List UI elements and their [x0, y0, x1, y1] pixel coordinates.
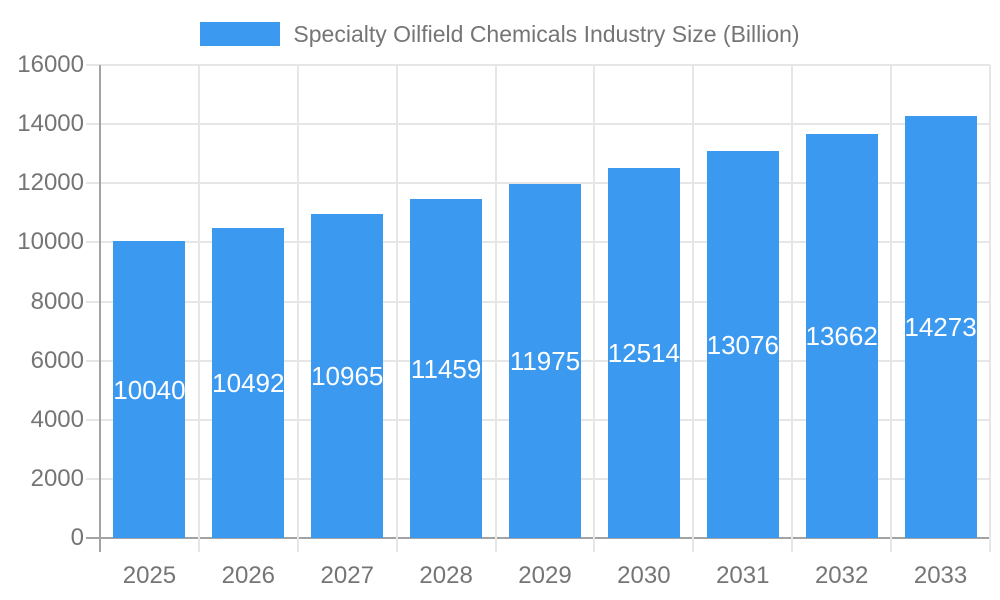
x-gridline: [989, 65, 991, 538]
x-tick-mark: [692, 538, 695, 552]
x-gridline: [494, 65, 497, 538]
x-axis-line: [86, 537, 990, 539]
bar-value-label: 13076: [706, 329, 779, 360]
y-tick-label: 16000: [17, 51, 84, 78]
bar-2030: [607, 168, 680, 538]
x-tick-mark: [395, 538, 398, 552]
bar-2031: [706, 151, 779, 538]
x-tick-mark: [494, 538, 497, 552]
x-gridline: [395, 65, 398, 538]
x-tick-mark: [197, 538, 200, 552]
legend-item[interactable]: Specialty Oilfield Chemicals Industry Si…: [0, 20, 1000, 48]
x-gridline: [197, 65, 200, 538]
x-tick-label: 2026: [221, 562, 276, 589]
y-tick-label: 2000: [30, 464, 84, 492]
bar-value-label: 11975: [509, 345, 581, 376]
y-gridline: [86, 123, 990, 126]
x-gridline: [296, 65, 299, 538]
bar-value-label: 13662: [805, 321, 878, 352]
legend-swatch: [200, 22, 281, 46]
bar-2032: [805, 134, 878, 538]
y-tick-label: 12000: [17, 169, 84, 197]
y-gridline: [86, 182, 990, 185]
x-tick-label: 2027: [320, 562, 374, 589]
x-tick-label: 2029: [518, 562, 572, 589]
x-tick-mark: [890, 538, 893, 552]
x-tick-mark: [593, 538, 596, 552]
y-tick-label: 8000: [30, 287, 84, 315]
y-tick-label: 0: [70, 524, 84, 551]
bar-value-label: 12514: [607, 338, 681, 369]
x-gridline: [791, 65, 794, 538]
x-tick-mark: [296, 538, 299, 552]
x-tick-mark: [791, 538, 794, 552]
y-tick-label: 6000: [30, 346, 84, 374]
x-tick-label: 2028: [419, 562, 473, 589]
bar-2025: [113, 241, 186, 538]
x-tick-mark: [989, 538, 991, 552]
legend-label: Specialty Oilfield Chemicals Industry Si…: [293, 20, 800, 47]
x-tick-label: 2031: [716, 562, 770, 589]
bar-value-label: 14273: [904, 312, 977, 343]
bar-2033: [904, 116, 977, 538]
x-tick-label: 2032: [814, 562, 869, 589]
x-gridline: [692, 65, 695, 538]
y-axis-line: [99, 65, 101, 552]
x-gridline: [593, 65, 596, 538]
y-gridline: [86, 64, 990, 66]
bar-2028: [410, 199, 483, 538]
x-tick-label: 2033: [913, 562, 968, 589]
bar-2026: [212, 227, 285, 538]
x-gridline: [890, 65, 893, 538]
bar-value-label: 10965: [311, 360, 384, 391]
x-tick-label: 2030: [617, 562, 671, 589]
y-tick-label: 4000: [30, 405, 84, 433]
bar-value-label: 10040: [113, 374, 186, 405]
x-tick-label: 2025: [122, 562, 177, 589]
bar-2027: [311, 213, 384, 538]
bar-2029: [509, 183, 581, 538]
bar-value-label: 10492: [212, 367, 285, 398]
y-tick-label: 14000: [17, 110, 84, 138]
y-tick-label: 10000: [17, 228, 84, 256]
bar-value-label: 11459: [410, 353, 482, 384]
